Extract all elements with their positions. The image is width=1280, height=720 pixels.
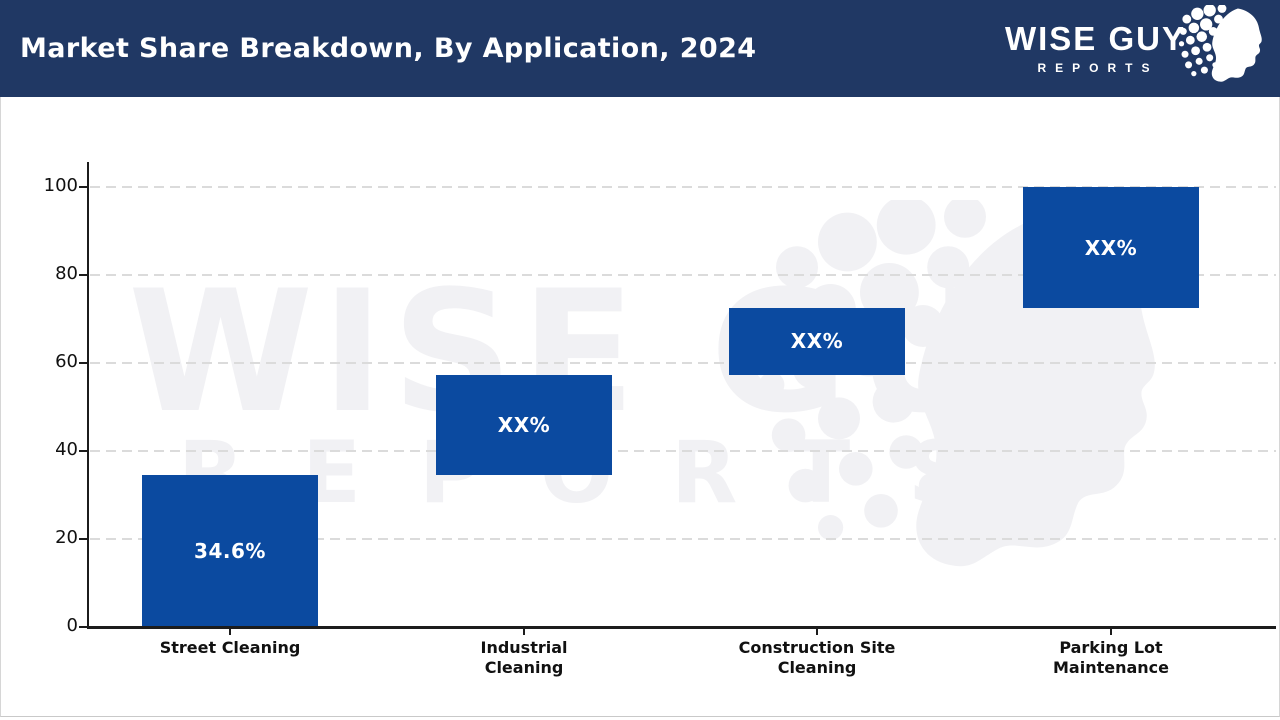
bar: XX% (729, 308, 905, 375)
bar: XX% (436, 374, 612, 475)
x-category-label: Construction Site Cleaning (738, 638, 896, 677)
y-axis-line (87, 162, 89, 629)
x-axis-line (87, 626, 1276, 629)
y-tick-label: 100 (43, 175, 78, 196)
gridline (90, 362, 1276, 364)
y-tick-mark (79, 450, 87, 452)
bar: 34.6% (142, 474, 318, 627)
x-tick-mark (229, 629, 231, 635)
x-tick-mark (816, 629, 818, 635)
gridline (90, 186, 1276, 188)
y-tick-mark (79, 362, 87, 364)
bar-value-label: XX% (497, 412, 551, 437)
chart-title: Market Share Breakdown, By Application, … (20, 33, 757, 64)
y-tick-mark (79, 274, 87, 276)
x-tick-mark (1110, 629, 1112, 635)
y-tick-label: 60 (55, 351, 78, 372)
x-category-label: Street Cleaning (159, 638, 301, 657)
y-tick-mark (79, 186, 87, 188)
wise-guy-logo: WISE GUY REPORTS (1005, 4, 1266, 93)
y-tick-label: 40 (55, 439, 78, 460)
gridline (90, 450, 1276, 452)
logo-subtitle: REPORTS (1037, 61, 1159, 75)
y-tick-label: 0 (66, 615, 78, 636)
y-tick-mark (79, 538, 87, 540)
bar: XX% (1023, 187, 1199, 308)
logo-wordmark: WISE GUY (1004, 20, 1186, 57)
dotted-head-icon (1178, 4, 1262, 82)
x-category-label: Industrial Cleaning (480, 638, 568, 677)
gridline (90, 538, 1276, 540)
logo-text: WISE GUY REPORTS (1005, 22, 1186, 75)
bar-value-label: XX% (1084, 235, 1138, 260)
y-tick-mark (79, 626, 87, 628)
gridline (90, 274, 1276, 276)
bar-value-label: XX% (790, 329, 844, 354)
bar-value-label: 34.6% (194, 538, 266, 563)
y-tick-label: 80 (55, 263, 78, 284)
y-tick-label: 20 (55, 527, 78, 548)
x-category-label: Parking Lot Maintenance (1052, 638, 1169, 677)
x-tick-mark (523, 629, 525, 635)
header: Market Share Breakdown, By Application, … (0, 0, 1280, 97)
